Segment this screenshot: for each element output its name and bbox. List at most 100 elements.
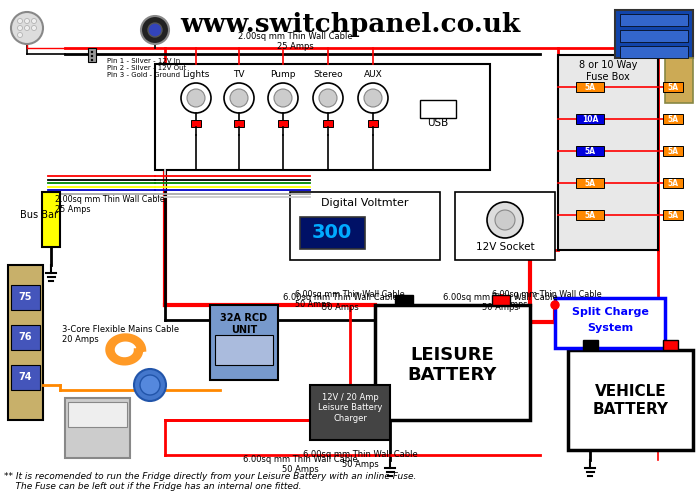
- Circle shape: [91, 59, 93, 61]
- Bar: [568, 350, 693, 450]
- Bar: [88, 48, 96, 62]
- Circle shape: [230, 89, 248, 107]
- Circle shape: [11, 12, 43, 44]
- Bar: [215, 335, 273, 365]
- Text: Digital Voltmter: Digital Voltmter: [321, 198, 409, 208]
- Circle shape: [91, 55, 93, 57]
- Bar: [663, 210, 683, 220]
- Bar: [576, 178, 604, 188]
- Bar: [663, 114, 683, 124]
- Bar: [620, 14, 688, 26]
- Bar: [555, 298, 665, 348]
- Bar: [620, 46, 688, 58]
- Text: LEISURE: LEISURE: [411, 346, 494, 363]
- Bar: [368, 120, 378, 127]
- Text: 6.00sq mm Thin Wall Cable
50 Amps: 6.00sq mm Thin Wall Cable 50 Amps: [492, 290, 601, 309]
- Bar: [278, 120, 288, 127]
- Bar: [210, 305, 278, 380]
- Circle shape: [134, 369, 166, 401]
- Text: 6.00sq mm Thin Wall Cable
50 Amps: 6.00sq mm Thin Wall Cable 50 Amps: [442, 293, 557, 312]
- Bar: [663, 82, 683, 92]
- Bar: [290, 192, 440, 260]
- Text: 5A: 5A: [668, 211, 678, 219]
- Bar: [576, 210, 604, 220]
- Bar: [11, 325, 40, 350]
- Text: 5A: 5A: [584, 146, 596, 156]
- Bar: [665, 58, 693, 103]
- Text: 5A: 5A: [584, 211, 596, 219]
- Text: ** It is recomended to run the Fridge directly from your Leisure Battery with an: ** It is recomended to run the Fridge di…: [4, 472, 416, 481]
- Circle shape: [224, 83, 254, 113]
- Text: 76: 76: [19, 332, 32, 342]
- Text: System: System: [587, 323, 633, 333]
- Text: BATTERY: BATTERY: [408, 365, 497, 383]
- Bar: [455, 192, 555, 260]
- Text: 5A: 5A: [584, 82, 596, 91]
- Text: AUX: AUX: [363, 70, 382, 79]
- Text: 6.00sq mm Thin Wall Cable
50 Amps: 6.00sq mm Thin Wall Cable 50 Amps: [283, 293, 398, 312]
- Text: Split Charge: Split Charge: [572, 307, 648, 317]
- Circle shape: [551, 301, 559, 309]
- Circle shape: [495, 210, 515, 230]
- Circle shape: [25, 26, 29, 30]
- Bar: [68, 402, 127, 427]
- Bar: [576, 146, 604, 156]
- Circle shape: [18, 26, 22, 30]
- Text: 2.00sq mm Thin Wall Cable
25 Amps: 2.00sq mm Thin Wall Cable 25 Amps: [238, 32, 352, 52]
- Text: 5A: 5A: [668, 114, 678, 124]
- Bar: [663, 146, 683, 156]
- Text: USB: USB: [428, 118, 449, 128]
- Circle shape: [141, 16, 169, 44]
- Circle shape: [91, 51, 93, 53]
- Bar: [395, 295, 413, 305]
- Text: 2.00sq mm Thin Wall Cable
25 Amps: 2.00sq mm Thin Wall Cable 25 Amps: [55, 195, 164, 215]
- Circle shape: [32, 26, 36, 30]
- Text: 5A: 5A: [668, 179, 678, 188]
- Bar: [663, 340, 678, 350]
- Bar: [300, 217, 365, 249]
- Bar: [234, 120, 244, 127]
- Text: Pump: Pump: [270, 70, 295, 79]
- Bar: [583, 340, 598, 350]
- Text: Pin 1 - Silver - 12V In
Pin 2 - Silver - 12V Out
Pin 3 - Gold - Ground: Pin 1 - Silver - 12V In Pin 2 - Silver -…: [107, 58, 186, 78]
- Text: Lights: Lights: [182, 70, 210, 79]
- Bar: [8, 265, 43, 420]
- Bar: [420, 100, 456, 118]
- Circle shape: [364, 89, 382, 107]
- Circle shape: [358, 83, 388, 113]
- Circle shape: [274, 89, 292, 107]
- Text: 6.00sq mm Thin Wall Cable
50 Amps: 6.00sq mm Thin Wall Cable 50 Amps: [243, 455, 358, 474]
- Bar: [191, 120, 201, 127]
- Bar: [11, 285, 40, 310]
- Text: The Fuse can be left out if the Fridge has an internal one fitted.: The Fuse can be left out if the Fridge h…: [4, 482, 302, 491]
- Text: 300: 300: [312, 223, 352, 243]
- Bar: [155, 64, 490, 170]
- Bar: [310, 385, 390, 440]
- Bar: [558, 55, 658, 250]
- Circle shape: [32, 19, 36, 24]
- Text: 12V / 20 Amp
Leisure Battery
Charger: 12V / 20 Amp Leisure Battery Charger: [318, 393, 382, 423]
- Circle shape: [181, 83, 211, 113]
- Text: 8 or 10 Way
Fuse Box: 8 or 10 Way Fuse Box: [579, 60, 637, 82]
- Text: VEHICLE: VEHICLE: [595, 384, 666, 400]
- Text: 32A RCD
UNIT: 32A RCD UNIT: [220, 313, 267, 334]
- Text: 3-Core Flexible Mains Cable
20 Amps: 3-Core Flexible Mains Cable 20 Amps: [62, 325, 179, 344]
- Text: 5A: 5A: [584, 179, 596, 188]
- Bar: [65, 398, 130, 458]
- Bar: [620, 30, 688, 42]
- Text: 12V Socket: 12V Socket: [476, 242, 534, 252]
- Circle shape: [25, 19, 29, 24]
- Bar: [42, 192, 60, 247]
- Circle shape: [319, 89, 337, 107]
- Text: 6.00sq mm Thin Wall Cable
50 Amps: 6.00sq mm Thin Wall Cable 50 Amps: [302, 450, 417, 469]
- Bar: [663, 178, 683, 188]
- Bar: [576, 114, 604, 124]
- Circle shape: [140, 375, 160, 395]
- Text: Bus Bar: Bus Bar: [20, 210, 58, 220]
- Circle shape: [18, 19, 22, 24]
- Text: 74: 74: [19, 372, 32, 382]
- Text: 5A: 5A: [668, 82, 678, 91]
- Circle shape: [187, 89, 205, 107]
- Bar: [323, 120, 333, 127]
- Text: BATTERY: BATTERY: [592, 402, 668, 416]
